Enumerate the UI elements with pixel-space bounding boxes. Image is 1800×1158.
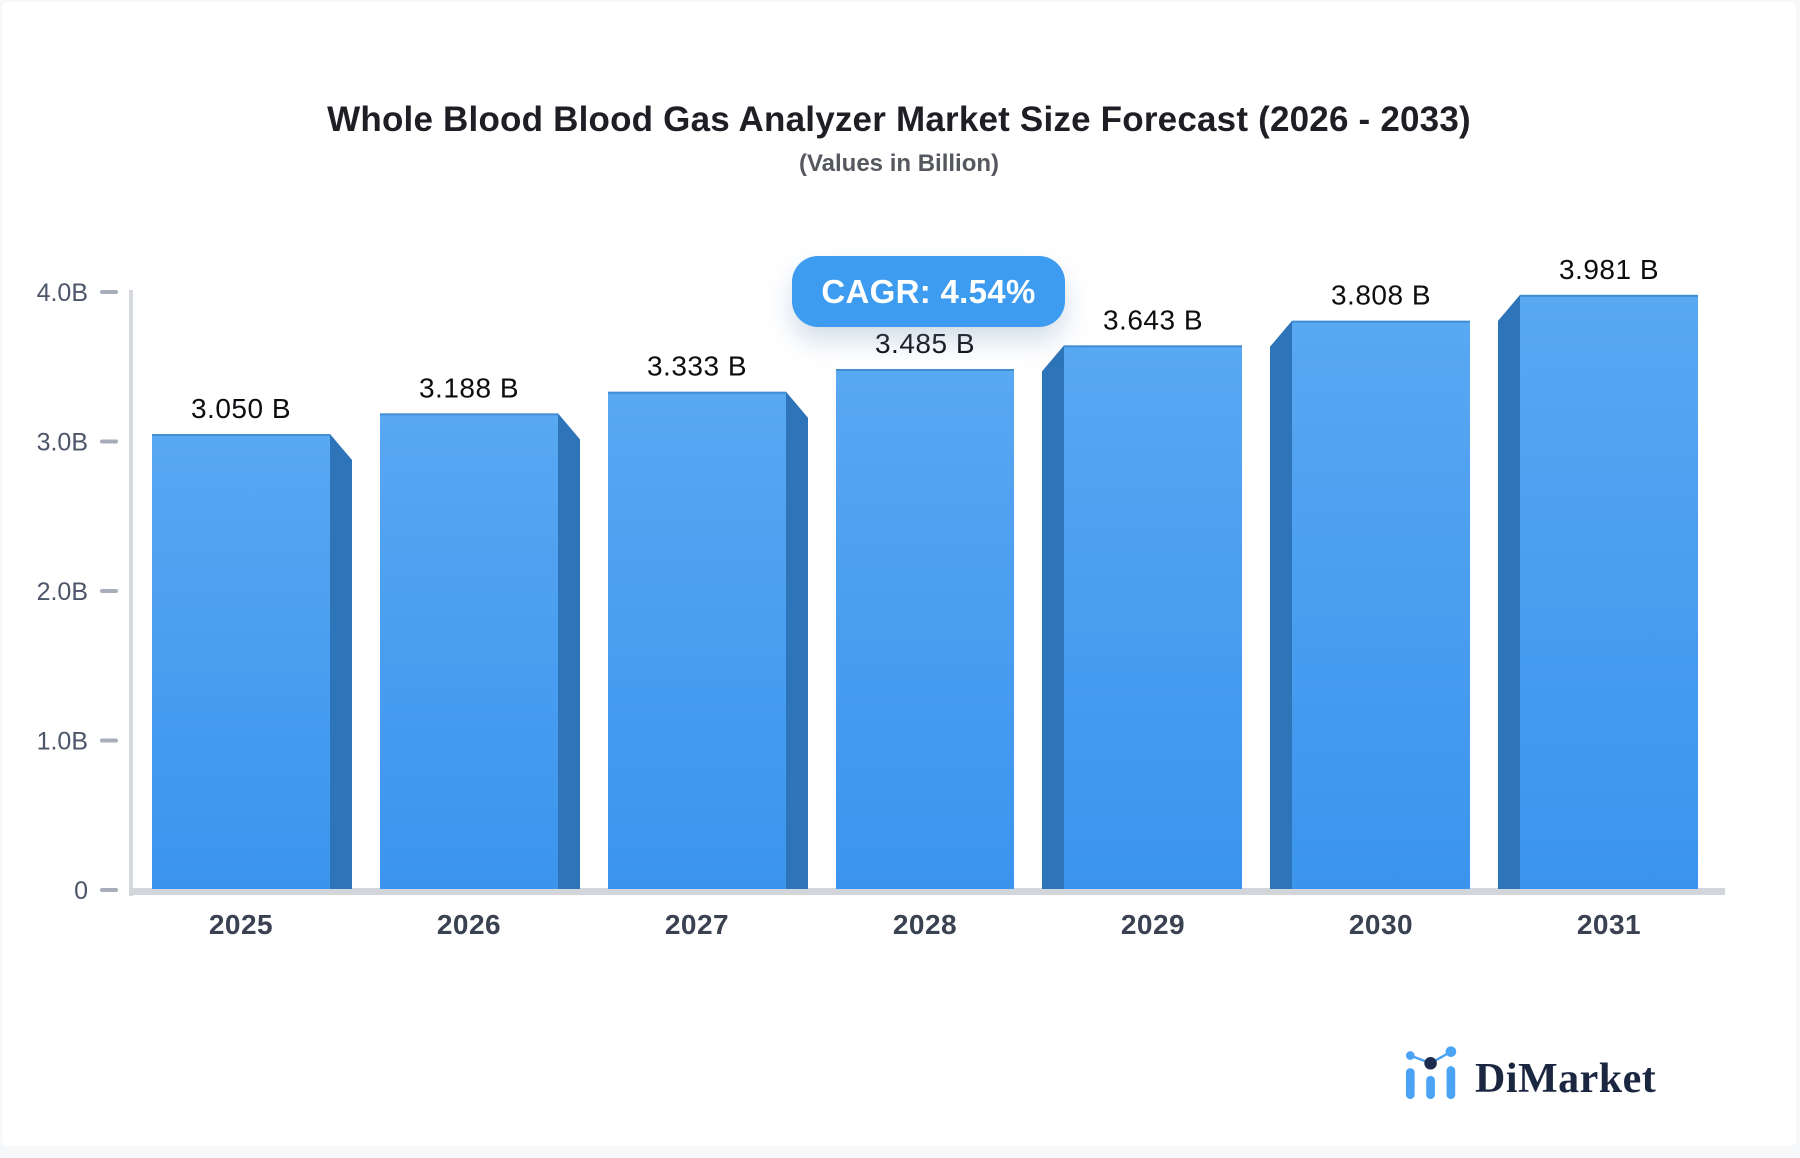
- bar-2026: [380, 413, 558, 889]
- x-axis-label-2031: 2031: [1577, 909, 1641, 940]
- mini-bar-chart-icon: [1405, 1046, 1457, 1100]
- y-axis-line: [129, 290, 133, 896]
- bar-2029: [1064, 345, 1242, 890]
- y-axis-label: 3.0B: [37, 429, 88, 457]
- x-axis-label-2026: 2026: [437, 909, 501, 940]
- y-axis-label: 2.0B: [37, 578, 88, 606]
- y-axis-tick: [100, 439, 118, 444]
- y-axis-tick: [100, 888, 118, 892]
- y-axis-label: 1.0B: [37, 728, 88, 756]
- brand-logo-text: DiMarket: [1475, 1056, 1657, 1103]
- bar-2028: [836, 368, 1014, 889]
- y-axis-tick: [100, 738, 118, 743]
- bar-value-label-2025: 3.050 B: [191, 393, 291, 424]
- y-axis-tick: [100, 290, 118, 294]
- x-axis-label-2029: 2029: [1121, 909, 1185, 940]
- y-axis-label: 4.0B: [37, 279, 88, 307]
- bar-side-facet-2030: [1270, 320, 1292, 890]
- bar-2025: [152, 434, 330, 889]
- bar-2027: [608, 391, 786, 889]
- bar-value-label-2026: 3.188 B: [419, 372, 519, 403]
- x-axis-label-2028: 2028: [893, 909, 957, 940]
- x-axis-label-2027: 2027: [665, 909, 729, 940]
- chart-title: Whole Blood Blood Gas Analyzer Market Si…: [327, 100, 1471, 139]
- bar-value-label-2031: 3.981 B: [1559, 254, 1659, 285]
- bar-side-facet-2026: [558, 413, 580, 889]
- bar-value-label-2028: 3.485 B: [875, 328, 975, 359]
- y-axis-tick: [100, 589, 118, 593]
- brand-logo: DiMarket: [1404, 1042, 1656, 1100]
- bar-side-facet-2029: [1042, 345, 1064, 890]
- bar-side-facet-2031: [1498, 294, 1520, 889]
- bar-value-label-2027: 3.333 B: [647, 351, 747, 382]
- chart-subtitle: (Values in Billion): [798, 150, 1000, 177]
- bar-value-label-2029: 3.643 B: [1103, 304, 1203, 335]
- bar-2031: [1520, 294, 1698, 889]
- bar-side-facet-2027: [786, 391, 808, 889]
- bar-2030: [1292, 320, 1470, 890]
- bar-side-facet-2025: [330, 434, 352, 889]
- cagr-badge: CAGR: 4.54%: [792, 256, 1065, 327]
- x-axis-label-2030: 2030: [1349, 909, 1413, 940]
- x-axis-label-2025: 2025: [209, 909, 273, 940]
- x-axis-baseline: [129, 888, 1725, 895]
- y-axis-label: 0: [74, 877, 88, 905]
- bar-value-label-2030: 3.808 B: [1331, 280, 1431, 311]
